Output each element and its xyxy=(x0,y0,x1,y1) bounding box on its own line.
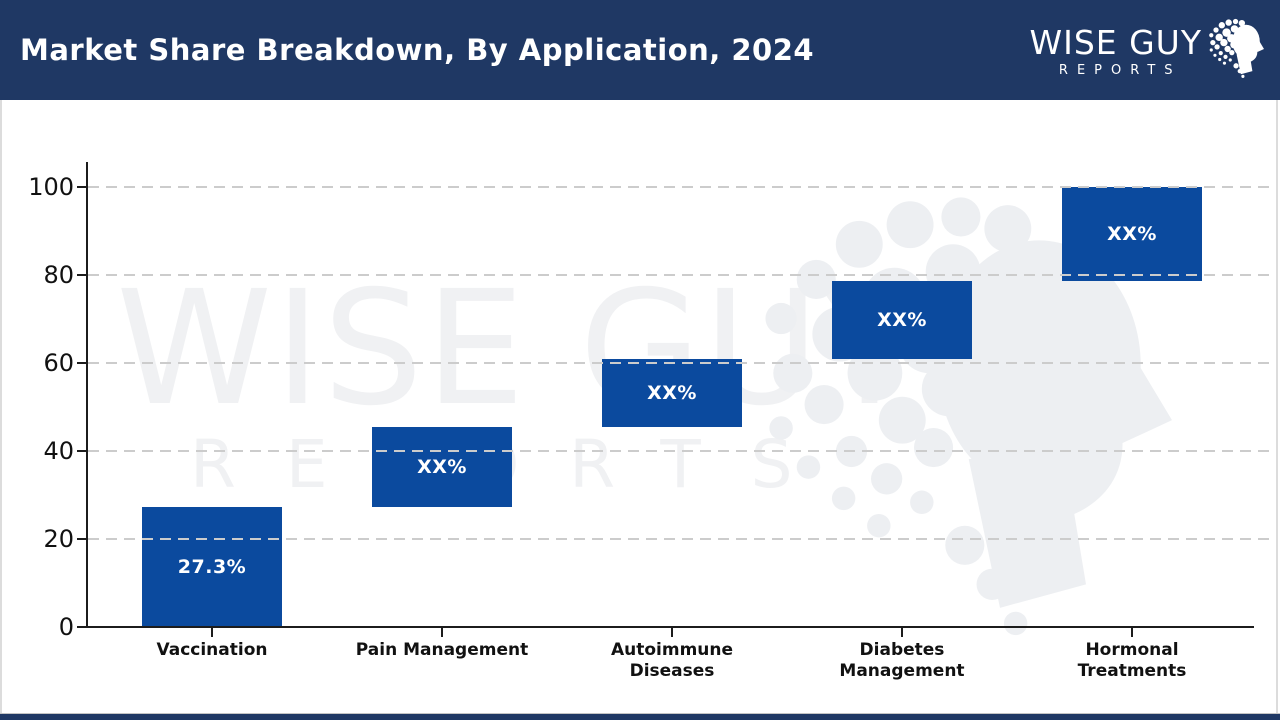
y-tick-label-20: 20 xyxy=(43,525,74,553)
category-label-autoimmune-diseases: Autoimmune Diseases xyxy=(610,640,734,681)
bar-value-label: 27.3% xyxy=(177,555,247,578)
bar-value-label: XX% xyxy=(417,455,467,478)
bar-value-label: XX% xyxy=(1107,222,1157,245)
x-axis-line xyxy=(86,626,1254,628)
category-label-pain-management: Pain Management xyxy=(355,640,529,660)
gridline-80 xyxy=(88,274,1272,276)
y-tick-label-80: 80 xyxy=(43,261,74,289)
x-tick-mark xyxy=(211,628,213,637)
logo-reports-label: REPORTS xyxy=(1058,62,1182,78)
watermark-head-icon xyxy=(765,197,1172,636)
bar-vaccination: 27.3% xyxy=(142,506,282,627)
y-tick-mark-20 xyxy=(77,538,86,540)
y-tick-mark-100 xyxy=(77,186,86,188)
content-border-right xyxy=(1276,100,1278,716)
gridline-100 xyxy=(88,186,1272,188)
chart-title: Market Share Breakdown, By Application, … xyxy=(20,33,815,67)
logo-text: WISE GUY REPORTS xyxy=(1029,23,1202,78)
footer-bar xyxy=(0,714,1280,720)
x-tick-mark xyxy=(671,628,673,637)
bar-pain-management: XX% xyxy=(372,426,512,507)
y-tick-label-40: 40 xyxy=(43,437,74,465)
header-banner: Market Share Breakdown, By Application, … xyxy=(0,0,1280,100)
x-tick-mark xyxy=(901,628,903,637)
y-tick-mark-0 xyxy=(77,626,86,628)
y-tick-label-100: 100 xyxy=(28,173,74,201)
y-tick-mark-40 xyxy=(77,450,86,452)
x-tick-mark xyxy=(1131,628,1133,637)
gridline-60 xyxy=(88,362,1272,364)
content-border-left xyxy=(0,100,2,716)
y-tick-label-60: 60 xyxy=(43,349,74,377)
wise-guy-reports-logo: WISE GUY REPORTS xyxy=(1029,8,1264,92)
logo-wiseguy-label: WISE GUY xyxy=(1029,22,1202,62)
category-label-hormonal-treatments: Hormonal Treatments xyxy=(1077,640,1187,681)
category-label-diabetes-management: Diabetes Management xyxy=(839,640,965,681)
y-tick-mark-80 xyxy=(77,274,86,276)
y-axis-line xyxy=(86,162,88,628)
bar-value-label: XX% xyxy=(877,308,927,331)
bar-diabetes-management: XX% xyxy=(832,280,972,360)
category-label-vaccination: Vaccination xyxy=(156,640,268,660)
bar-autoimmune-diseases: XX% xyxy=(602,359,742,427)
y-tick-label-0: 0 xyxy=(58,613,74,641)
watermark-text-wiseguy: WISE GUY xyxy=(116,257,920,441)
bar-value-label: XX% xyxy=(647,381,697,404)
bar-hormonal-treatments: XX% xyxy=(1062,187,1202,281)
y-tick-mark-60 xyxy=(77,362,86,364)
gridline-20 xyxy=(88,538,1272,540)
footer-divider xyxy=(0,713,1280,714)
logo-head-icon xyxy=(1209,18,1264,78)
gridline-40 xyxy=(88,450,1272,452)
x-tick-mark xyxy=(441,628,443,637)
